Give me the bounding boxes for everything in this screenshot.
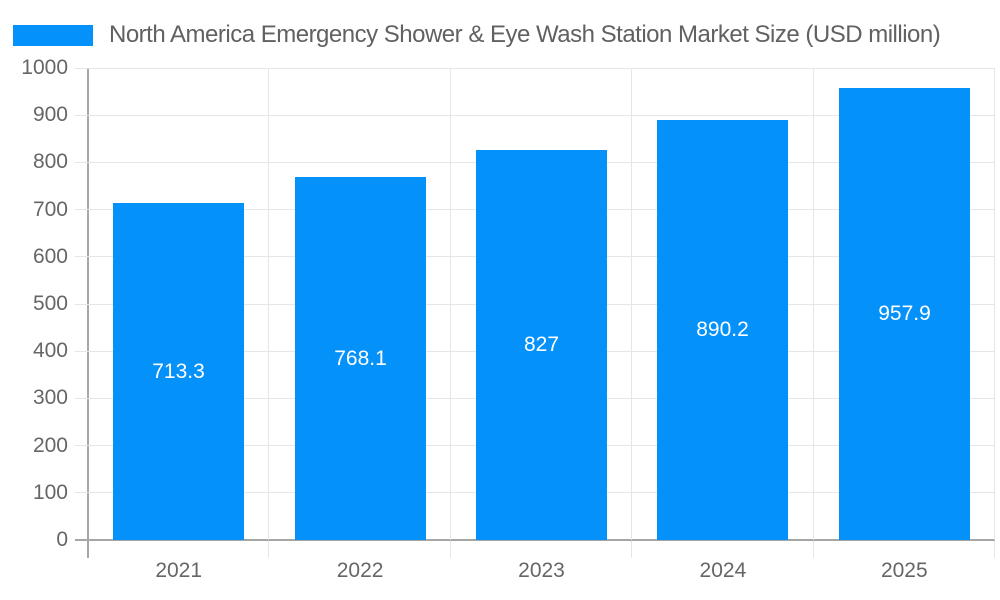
y-axis-label: 100	[32, 480, 68, 504]
y-axis-tick	[75, 445, 88, 447]
y-axis-tick	[75, 303, 88, 305]
y-axis-tick	[75, 397, 88, 399]
bar[interactable]: 713.3	[113, 203, 244, 540]
y-axis-label: 200	[32, 433, 68, 457]
x-axis-label: 2021	[155, 559, 203, 582]
vertical-gridline	[994, 68, 995, 540]
bar-value-label: 713.3	[152, 359, 205, 383]
y-axis-tick	[75, 67, 88, 69]
x-axis-line	[75, 539, 995, 541]
x-axis-label: 2025	[880, 559, 928, 582]
chart-title: North America Emergency Shower & Eye Was…	[109, 21, 941, 48]
x-axis-label: 2022	[336, 559, 384, 582]
x-axis-tick	[631, 541, 633, 558]
y-axis-tick	[75, 256, 88, 258]
x-axis-label: 2024	[699, 559, 747, 582]
plot-area: 713.3 768.1 827 890.2 957.9	[88, 67, 995, 540]
vertical-gridline	[268, 68, 270, 540]
bar-value-label: 827	[523, 333, 560, 356]
bar[interactable]: 827	[476, 150, 607, 540]
y-axis-line	[87, 68, 89, 558]
vertical-gridline	[631, 68, 633, 540]
bar[interactable]: 957.9	[839, 88, 970, 540]
horizontal-gridline	[88, 67, 995, 69]
bar-value-label: 957.9	[878, 302, 931, 325]
x-axis-tick	[994, 541, 995, 558]
x-axis-label: 2023	[518, 559, 565, 582]
legend-swatch[interactable]	[13, 24, 93, 46]
bar[interactable]: 768.1	[295, 177, 426, 540]
y-axis-tick	[75, 492, 88, 494]
horizontal-gridline	[88, 114, 995, 116]
y-axis-label: 600	[32, 244, 68, 268]
bar-value-label: 890.2	[696, 318, 749, 341]
y-axis-tick	[75, 161, 88, 163]
y-axis-label: 1000	[21, 56, 68, 80]
vertical-gridline	[812, 68, 814, 540]
y-axis-tick	[75, 350, 88, 352]
y-axis-label: 900	[32, 103, 68, 127]
bar[interactable]: 890.2	[657, 120, 788, 540]
vertical-gridline	[449, 68, 451, 540]
y-axis-label: 300	[32, 386, 68, 410]
x-axis-tick	[812, 541, 814, 558]
y-axis-label: 700	[32, 197, 68, 221]
y-axis-tick	[75, 209, 88, 211]
x-axis-tick	[449, 541, 451, 558]
y-axis-label: 0	[56, 528, 68, 552]
y-axis-label: 400	[32, 339, 68, 363]
legend: North America Emergency Shower & Eye Was…	[13, 21, 941, 49]
x-axis-tick	[268, 541, 270, 558]
y-axis-label: 500	[32, 292, 68, 316]
y-axis-tick	[75, 114, 88, 116]
bar-value-label: 768.1	[334, 346, 387, 370]
y-axis-label: 800	[32, 150, 68, 174]
